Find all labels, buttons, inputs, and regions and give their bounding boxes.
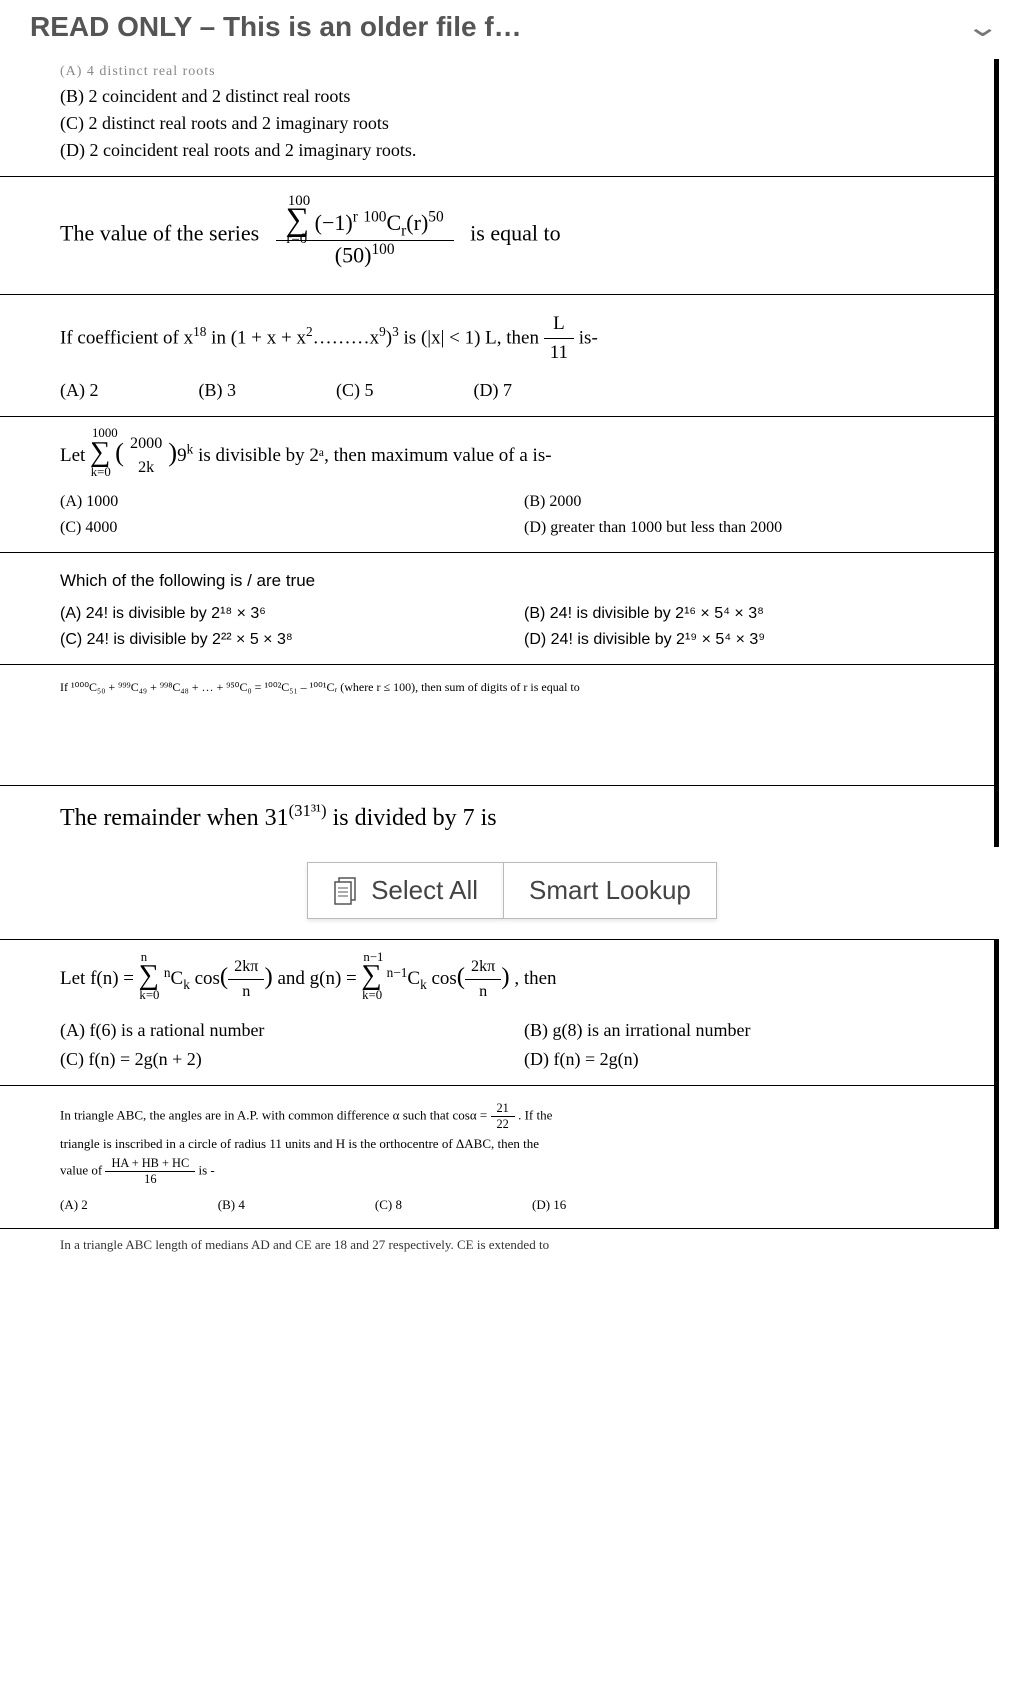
context-toolbar: Select All Smart Lookup <box>0 862 1024 919</box>
select-all-label: Select All <box>371 875 478 906</box>
question-roots: (A) 4 distinct real roots (B) 2 coincide… <box>0 59 999 177</box>
option-b: (B) 4 <box>218 1197 245 1213</box>
option-a: (A) 24! is divisible by 2¹⁸ × 3⁶ <box>60 605 504 623</box>
option-c: (C) 5 <box>336 380 374 401</box>
option-c: (C) f(n) = 2g(n + 2) <box>60 1049 504 1070</box>
factorial-text: Which of the following is / are true <box>60 568 968 594</box>
coefficient-options: (A) 2 (B) 3 (C) 5 (D) 7 <box>60 380 968 401</box>
option-d: (D) 24! is divisible by 2¹⁹ × 5⁴ × 3⁹ <box>524 631 968 649</box>
question-coefficient: If coefficient of x18 in (1 + x + x2………x… <box>0 295 999 417</box>
coefficient-text: If coefficient of x18 in (1 + x + x2………x… <box>60 310 968 368</box>
option-b: (B) 2 coincident and 2 distinct real roo… <box>60 86 968 107</box>
triangle-options: (A) 2 (B) 4 (C) 8 (D) 16 <box>60 1197 968 1213</box>
option-a-cutoff: (A) 4 distinct real roots <box>60 64 968 80</box>
option-a: (A) 1000 <box>60 493 504 511</box>
chevron-down-icon[interactable]: ⌄ <box>965 10 1000 44</box>
triangle-line1: In triangle ABC, the angles are in A.P. … <box>60 1101 968 1132</box>
option-a: (A) f(6) is a rational number <box>60 1020 504 1041</box>
series-expression: The value of the series ∑100r=0 (−1)r 10… <box>60 202 968 269</box>
question-sum-digits: If ¹⁰⁰⁰C₅₀ + ⁹⁹⁹C₄₉ + ⁹⁹⁸C₄₈ + … + ⁹⁵⁰C₀… <box>0 665 999 786</box>
option-d: (D) 2 coincident real roots and 2 imagin… <box>60 140 968 161</box>
select-all-button[interactable]: Select All <box>307 862 503 919</box>
option-c: (C) 4000 <box>60 519 504 537</box>
fn-gn-text: Let f(n) = ∑nk=0 nCk cos(2kπn) and g(n) … <box>60 955 968 1004</box>
smart-lookup-label: Smart Lookup <box>529 875 691 906</box>
question-divisible-sum: Let ∑1000k=0 (20002k)9k is divisible by … <box>0 417 999 553</box>
option-a: (A) 2 <box>60 380 99 401</box>
series-lead: The value of the series <box>60 220 259 245</box>
sum-digits-text: If ¹⁰⁰⁰C₅₀ + ⁹⁹⁹C₄₉ + ⁹⁹⁸C₄₈ + … + ⁹⁵⁰C₀… <box>60 680 968 695</box>
option-c: (C) 8 <box>375 1197 402 1213</box>
option-b: (B) 24! is divisible by 2¹⁶ × 5⁴ × 3⁸ <box>524 605 968 623</box>
read-only-banner: READ ONLY – This is an older file f… ⌄ <box>0 0 1024 59</box>
question-series: The value of the series ∑100r=0 (−1)r 10… <box>0 177 999 295</box>
option-d: (D) 16 <box>532 1197 566 1213</box>
question-factorial: Which of the following is / are true (A)… <box>0 553 999 666</box>
option-c: (C) 24! is divisible by 2²² × 5 × 3⁸ <box>60 631 504 649</box>
question-remainder: The remainder when 31(31³¹) is divided b… <box>0 786 999 847</box>
remainder-text: The remainder when 31(31³¹) is divided b… <box>60 801 968 832</box>
divisible-text: Let ∑1000k=0 (20002k)9k is divisible by … <box>60 432 968 481</box>
option-a: (A) 2 <box>60 1197 88 1213</box>
triangle-line2: triangle is inscribed in a circle of rad… <box>60 1136 968 1152</box>
option-d: (D) f(n) = 2g(n) <box>524 1049 968 1070</box>
footer-cutoff: In a triangle ABC length of medians AD a… <box>0 1229 1024 1261</box>
option-d: (D) 7 <box>474 380 513 401</box>
divisible-options: (A) 1000 (B) 2000 (C) 4000 (D) greater t… <box>60 493 968 537</box>
option-d: (D) greater than 1000 but less than 2000 <box>524 519 968 537</box>
series-trail: is equal to <box>470 220 560 245</box>
triangle-line3: value of HA + HB + HC16 is - <box>60 1156 968 1187</box>
factorial-options: (A) 24! is divisible by 2¹⁸ × 3⁶ (B) 24!… <box>60 605 968 649</box>
question-fn-gn: Let f(n) = ∑nk=0 nCk cos(2kπn) and g(n) … <box>0 939 999 1085</box>
option-b: (B) g(8) is an irrational number <box>524 1020 968 1041</box>
banner-title: READ ONLY – This is an older file f… <box>30 11 522 43</box>
fn-gn-options: (A) f(6) is a rational number (B) g(8) i… <box>60 1020 968 1070</box>
series-fraction: ∑100r=0 (−1)r 100Cr(r)50 (50)100 <box>276 202 454 269</box>
document-content: (A) 4 distinct real roots (B) 2 coincide… <box>0 59 1024 1261</box>
option-b: (B) 3 <box>199 380 237 401</box>
question-triangle: In triangle ABC, the angles are in A.P. … <box>0 1086 999 1229</box>
option-b: (B) 2000 <box>524 493 968 511</box>
smart-lookup-button[interactable]: Smart Lookup <box>503 862 717 919</box>
select-all-icon <box>333 876 359 906</box>
option-c: (C) 2 distinct real roots and 2 imaginar… <box>60 113 968 134</box>
